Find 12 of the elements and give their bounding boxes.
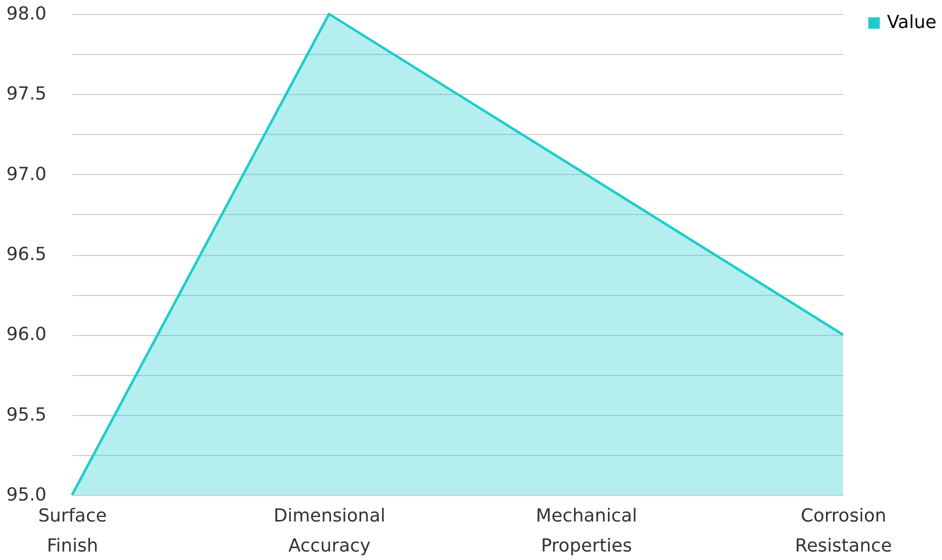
y-tick-label: 95.5 — [6, 404, 46, 426]
x-tick-label: Corrosion Resistance — [795, 506, 892, 556]
x-tick-label: Mechanical Properties — [536, 506, 638, 556]
y-tick-label: 96.5 — [6, 244, 46, 265]
y-tick-label: 96.0 — [6, 324, 46, 346]
x-tick-label: Dimensional Accuracy — [274, 506, 386, 556]
y-tick-label: 97.0 — [6, 164, 46, 185]
legend-label: Value — [887, 12, 936, 33]
y-tick-label: 97.5 — [6, 84, 46, 105]
x-tick-label: Surface Finish — [38, 506, 107, 556]
y-tick-label: 95.0 — [6, 484, 46, 506]
y-tick-label: 98.0 — [6, 4, 46, 24]
